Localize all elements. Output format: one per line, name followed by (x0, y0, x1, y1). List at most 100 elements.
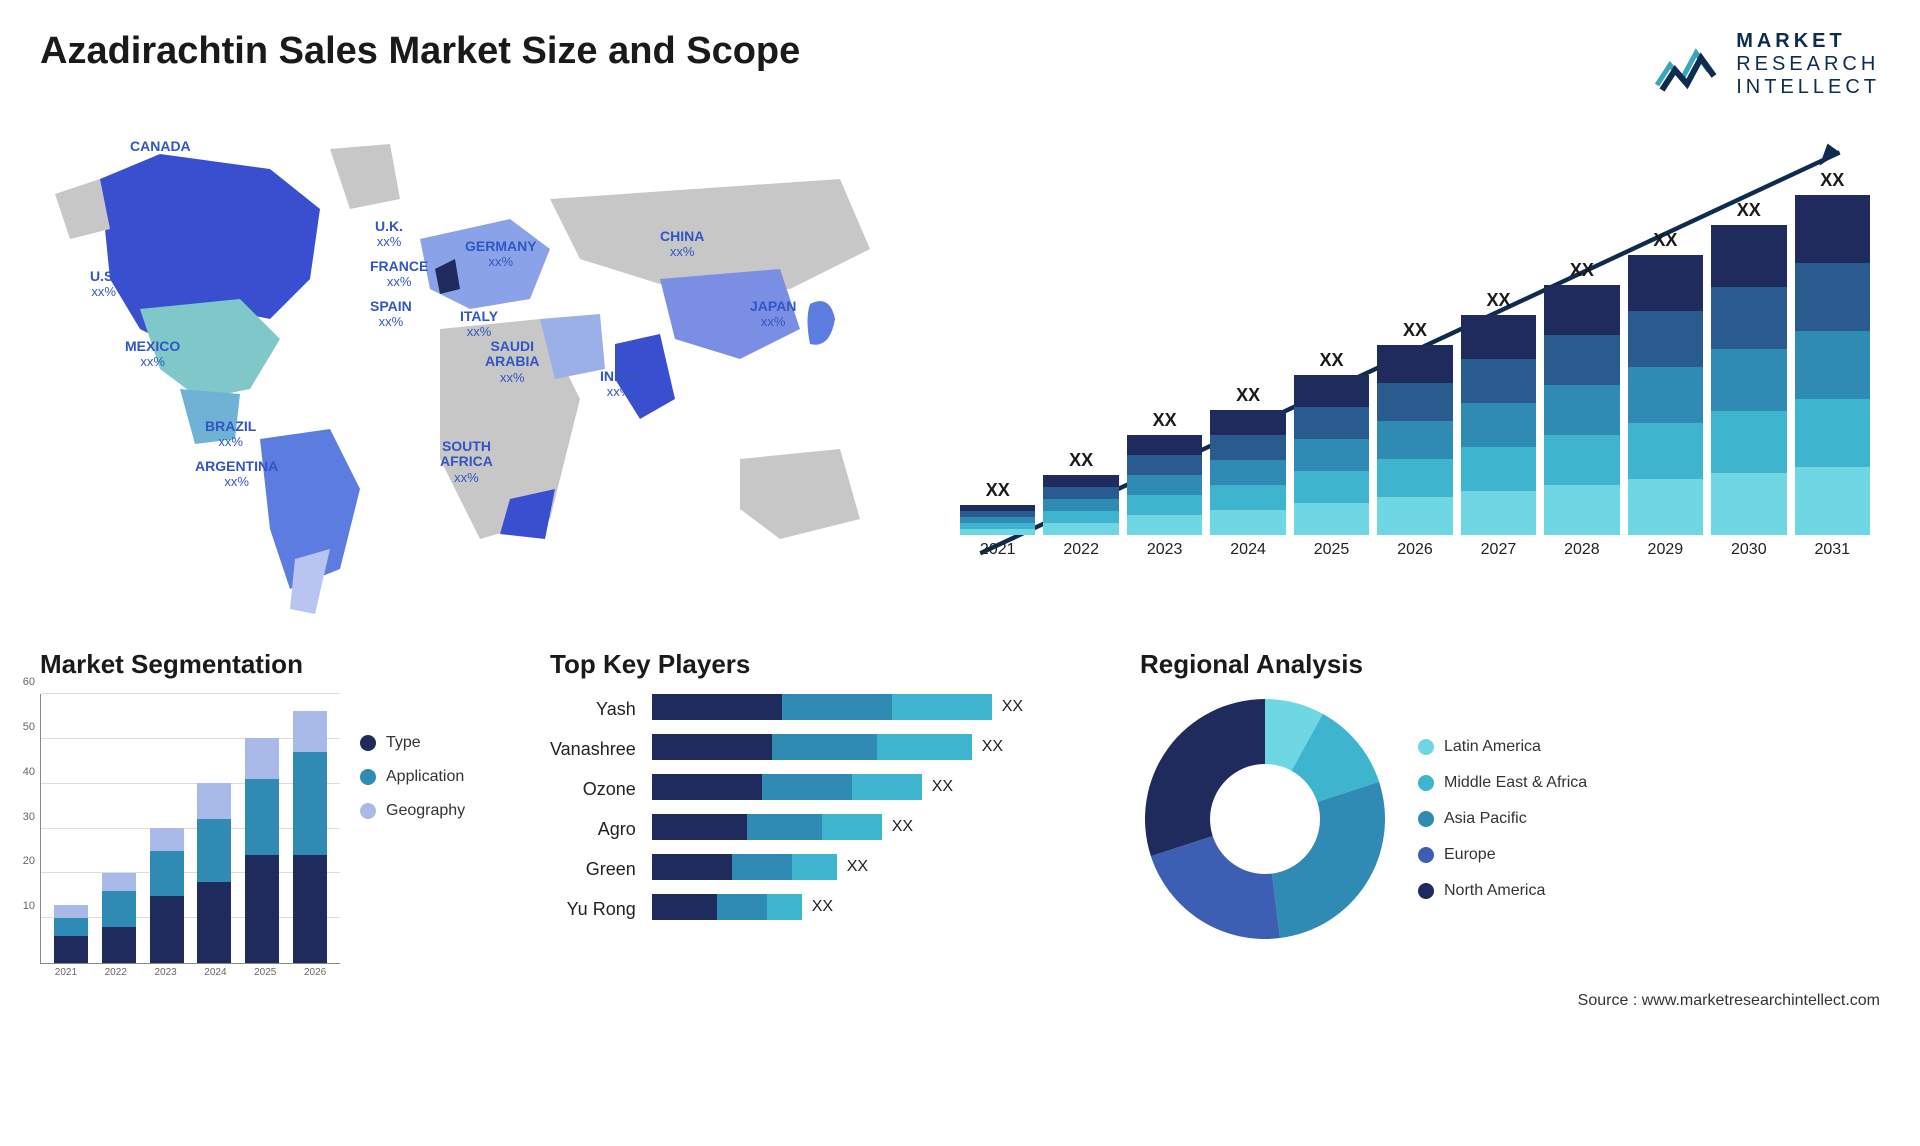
map-label: FRANCExx% (370, 259, 428, 290)
growth-bar-year: 2027 (1481, 541, 1517, 559)
growth-bar-year: 2029 (1648, 541, 1684, 559)
kp-name: Vanashree (550, 736, 636, 762)
segmentation-title: Market Segmentation (40, 649, 520, 680)
seg-ytick: 30 (23, 811, 41, 823)
kp-bar: XX (652, 854, 1110, 880)
key-players-title: Top Key Players (550, 649, 1110, 680)
growth-bar-year: 2030 (1731, 541, 1767, 559)
growth-bar: XX 2026 (1377, 320, 1452, 559)
regional-legend: Latin America Middle East & Africa Asia Pa… (1418, 738, 1587, 900)
logo-line1: MARKET (1736, 30, 1880, 53)
growth-bar-value: XX (1737, 200, 1761, 221)
growth-bar-year: 2022 (1063, 541, 1099, 559)
growth-bar-year: 2023 (1147, 541, 1183, 559)
growth-bar-value: XX (986, 480, 1010, 501)
legend-item: North America (1418, 882, 1587, 900)
seg-ytick: 60 (23, 676, 41, 688)
logo: MARKET RESEARCH INTELLECT (1654, 30, 1880, 99)
world-map: CANADAxx%U.S.xx%MEXICOxx%BRAZILxx%ARGENT… (40, 119, 910, 619)
growth-bar-year: 2026 (1397, 541, 1433, 559)
legend-item: Europe (1418, 846, 1587, 864)
kp-bar: XX (652, 734, 1110, 760)
growth-bar-year: 2031 (1814, 541, 1850, 559)
seg-xyear: 2025 (254, 963, 276, 978)
regional-title: Regional Analysis (1140, 649, 1880, 680)
seg-ytick: 40 (23, 766, 41, 778)
kp-value: XX (932, 778, 953, 796)
kp-bar: XX (652, 894, 1110, 920)
kp-name: Agro (550, 816, 636, 842)
growth-bar: XX 2023 (1127, 410, 1202, 559)
kp-name: Yash (550, 696, 636, 722)
kp-value: XX (892, 818, 913, 836)
growth-bar: XX 2025 (1294, 350, 1369, 559)
legend-item: Latin America (1418, 738, 1587, 756)
growth-bar-value: XX (1820, 170, 1844, 191)
seg-bar (54, 905, 88, 964)
growth-bar-year: 2028 (1564, 541, 1600, 559)
seg-bar (245, 738, 279, 963)
growth-bar-value: XX (1069, 450, 1093, 471)
segmentation-chart: 102030405060202120222023202420252026 (40, 694, 340, 964)
growth-bar: XX 2027 (1461, 290, 1536, 559)
growth-bar-year: 2024 (1230, 541, 1266, 559)
growth-bar-value: XX (1320, 350, 1344, 371)
seg-ytick: 50 (23, 721, 41, 733)
kp-value: XX (982, 738, 1003, 756)
logo-line2: RESEARCH (1736, 53, 1880, 76)
map-label: U.S.xx% (90, 269, 117, 300)
seg-ytick: 20 (23, 855, 41, 867)
kp-name: Green (550, 856, 636, 882)
segmentation-legend: Type Application Geography (360, 694, 465, 964)
kp-bar: XX (652, 694, 1110, 720)
seg-bar (150, 828, 184, 963)
growth-bar-value: XX (1486, 290, 1510, 311)
key-players-chart: XX XX XX XX XX XX (652, 694, 1110, 922)
map-label: GERMANYxx% (465, 239, 537, 270)
map-label: SAUDIARABIAxx% (485, 339, 539, 385)
map-label: U.K.xx% (375, 219, 403, 250)
legend-item: Geography (360, 802, 465, 820)
growth-bar: XX 2022 (1043, 450, 1118, 559)
kp-bar: XX (652, 814, 1110, 840)
legend-item: Middle East & Africa (1418, 774, 1587, 792)
legend-item: Application (360, 768, 465, 786)
kp-value: XX (847, 858, 868, 876)
growth-bar: XX 2024 (1210, 385, 1285, 559)
seg-bar (197, 783, 231, 963)
page-title: Azadirachtin Sales Market Size and Scope (40, 30, 800, 73)
map-label: BRAZILxx% (205, 419, 256, 450)
legend-item: Type (360, 734, 465, 752)
growth-bar-value: XX (1236, 385, 1260, 406)
growth-bar: XX 2031 (1795, 170, 1870, 559)
growth-bar-value: XX (1653, 230, 1677, 251)
growth-bar-value: XX (1403, 320, 1427, 341)
map-label: ITALYxx% (460, 309, 498, 340)
seg-bar (102, 873, 136, 963)
growth-bar-value: XX (1570, 260, 1594, 281)
map-label: ARGENTINAxx% (195, 459, 278, 490)
map-label: SOUTHAFRICAxx% (440, 439, 493, 485)
seg-bar (293, 711, 327, 963)
map-label: SPAINxx% (370, 299, 412, 330)
source-footer: Source : www.marketresearchintellect.com (40, 992, 1880, 1010)
growth-bar-value: XX (1153, 410, 1177, 431)
map-label: INDIAxx% (600, 369, 638, 400)
legend-item: Asia Pacific (1418, 810, 1587, 828)
map-label: JAPANxx% (750, 299, 796, 330)
seg-xyear: 2024 (204, 963, 226, 978)
seg-xyear: 2023 (154, 963, 176, 978)
map-label: CANADAxx% (130, 139, 191, 170)
seg-xyear: 2026 (304, 963, 326, 978)
growth-bar: XX2021 (960, 480, 1035, 559)
kp-bar: XX (652, 774, 1110, 800)
kp-value: XX (812, 898, 833, 916)
growth-bar: XX 2029 (1628, 230, 1703, 559)
logo-line3: INTELLECT (1736, 76, 1880, 99)
growth-chart: XX2021XX2022XX2023XX2024XX2025XX2026XX20… (950, 119, 1880, 609)
seg-xyear: 2021 (55, 963, 77, 978)
growth-bar-year: 2025 (1314, 541, 1350, 559)
growth-bar: XX 2030 (1711, 200, 1786, 559)
seg-xyear: 2022 (105, 963, 127, 978)
kp-name: Yu Rong (550, 896, 636, 922)
